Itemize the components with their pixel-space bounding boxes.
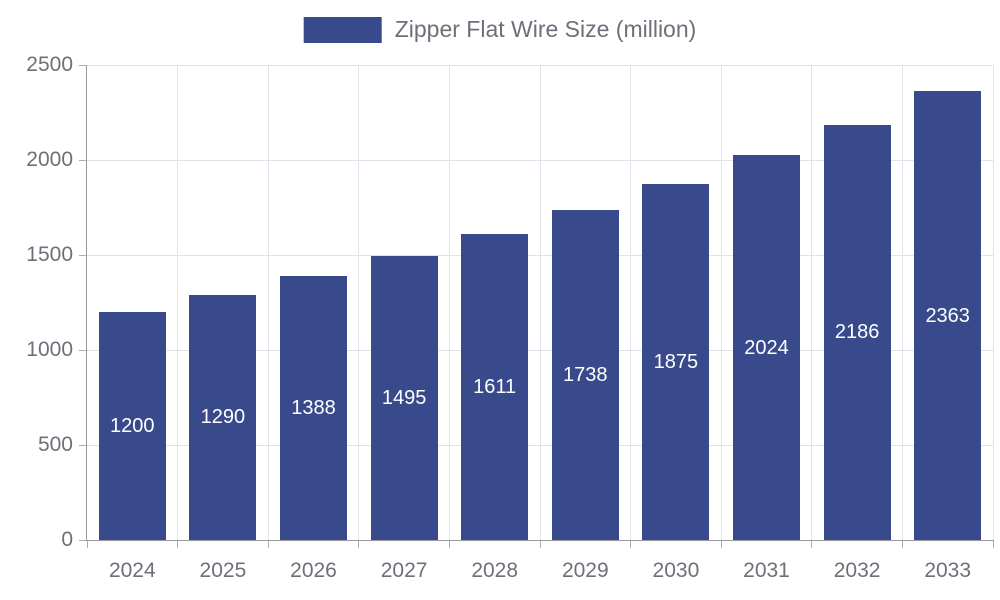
- bar[interactable]: [280, 276, 347, 540]
- legend-swatch-icon: [303, 16, 382, 43]
- x-axis-tick: [720, 540, 722, 548]
- bar[interactable]: [823, 124, 891, 540]
- bar-value-label: 2186: [834, 321, 880, 344]
- grid-line-vertical: [811, 65, 813, 540]
- legend[interactable]: Zipper Flat Wire Size (million): [303, 16, 697, 43]
- bar-value-label: 1388: [291, 397, 336, 420]
- x-axis-tick: [177, 540, 179, 548]
- bar[interactable]: [551, 209, 619, 540]
- y-axis-tick-label: 2000: [26, 148, 73, 171]
- x-axis-tick-label: 2025: [199, 559, 247, 582]
- grid-line-vertical: [267, 65, 269, 540]
- bar-value-label: 2024: [744, 336, 789, 359]
- legend-label: Zipper Flat Wire Size (million): [394, 16, 697, 42]
- x-axis-tick-label: 2024: [108, 559, 156, 582]
- y-axis-tick-label: 0: [61, 528, 73, 551]
- y-axis-line: [86, 65, 87, 541]
- x-axis-tick: [901, 540, 903, 548]
- bar[interactable]: [98, 312, 166, 540]
- x-axis-tick-label: 2028: [471, 559, 519, 582]
- y-axis-tick-label: 2500: [26, 53, 73, 76]
- bar[interactable]: [461, 233, 529, 540]
- x-axis-tick: [811, 540, 813, 548]
- bar[interactable]: [189, 294, 257, 540]
- bar[interactable]: [733, 155, 800, 540]
- y-axis-tick: [79, 64, 87, 66]
- x-axis-tick: [358, 540, 360, 548]
- bar-value-label: 1200: [110, 415, 155, 437]
- y-axis-tick: [79, 539, 87, 541]
- y-axis-tick: [79, 159, 87, 161]
- grid-line-vertical: [177, 65, 179, 540]
- x-axis-tick: [448, 540, 450, 548]
- x-axis-tick-label: 2026: [290, 559, 337, 582]
- grid-line-vertical: [720, 65, 722, 540]
- y-axis-tick: [79, 349, 87, 351]
- bar[interactable]: [370, 255, 438, 540]
- bar[interactable]: [914, 91, 982, 540]
- grid-line-vertical: [448, 65, 450, 540]
- x-axis-tick: [267, 540, 269, 548]
- grid-line-vertical: [539, 65, 541, 540]
- bar-value-label: 1290: [200, 406, 246, 429]
- x-axis-tick: [630, 540, 632, 548]
- x-axis-tick-label: 2032: [833, 559, 881, 582]
- bar[interactable]: [642, 183, 710, 540]
- bar-value-label: 1875: [653, 350, 699, 373]
- grid-line-vertical: [992, 65, 994, 540]
- grid-line-vertical: [630, 65, 632, 540]
- x-axis-tick: [539, 540, 541, 548]
- bar-value-label: 1611: [473, 375, 517, 398]
- x-axis-line: [86, 540, 994, 541]
- y-axis-tick: [79, 254, 87, 256]
- y-axis-tick-label: 1000: [26, 338, 73, 361]
- x-axis-tick-label: 2030: [652, 559, 700, 582]
- bar-value-label: 2363: [925, 304, 970, 327]
- grid-line-vertical: [358, 65, 360, 540]
- x-axis-tick-label: 2027: [380, 559, 428, 582]
- x-axis-tick-label: 2033: [924, 559, 972, 582]
- x-axis-tick-label: 2029: [561, 559, 609, 582]
- x-axis-tick-label: 2031: [743, 559, 790, 582]
- x-axis-tick: [86, 540, 88, 548]
- y-axis-tick: [79, 444, 87, 446]
- bar-value-label: 1495: [381, 386, 427, 409]
- y-axis-tick-label: 1500: [26, 243, 73, 266]
- grid-line-vertical: [901, 65, 903, 540]
- x-axis-tick: [992, 540, 994, 548]
- bar-value-label: 1738: [563, 363, 608, 386]
- y-axis-tick-label: 500: [37, 433, 73, 456]
